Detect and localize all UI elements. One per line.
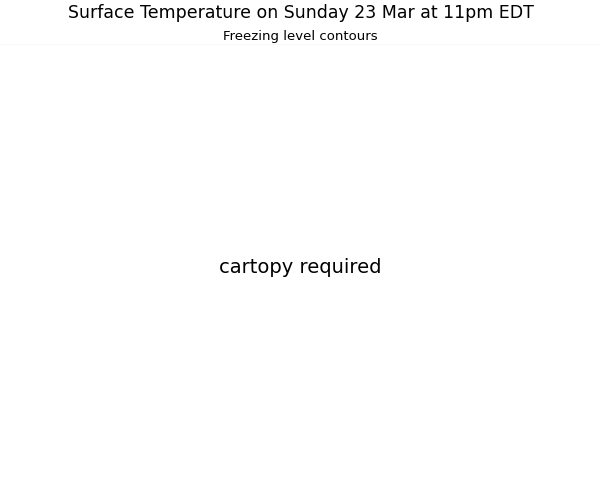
Text: Freezing level contours: Freezing level contours	[223, 30, 378, 44]
Text: cartopy required: cartopy required	[219, 258, 382, 277]
Text: Surface Temperature on Sunday 23 Mar at 11pm EDT: Surface Temperature on Sunday 23 Mar at …	[67, 3, 534, 22]
